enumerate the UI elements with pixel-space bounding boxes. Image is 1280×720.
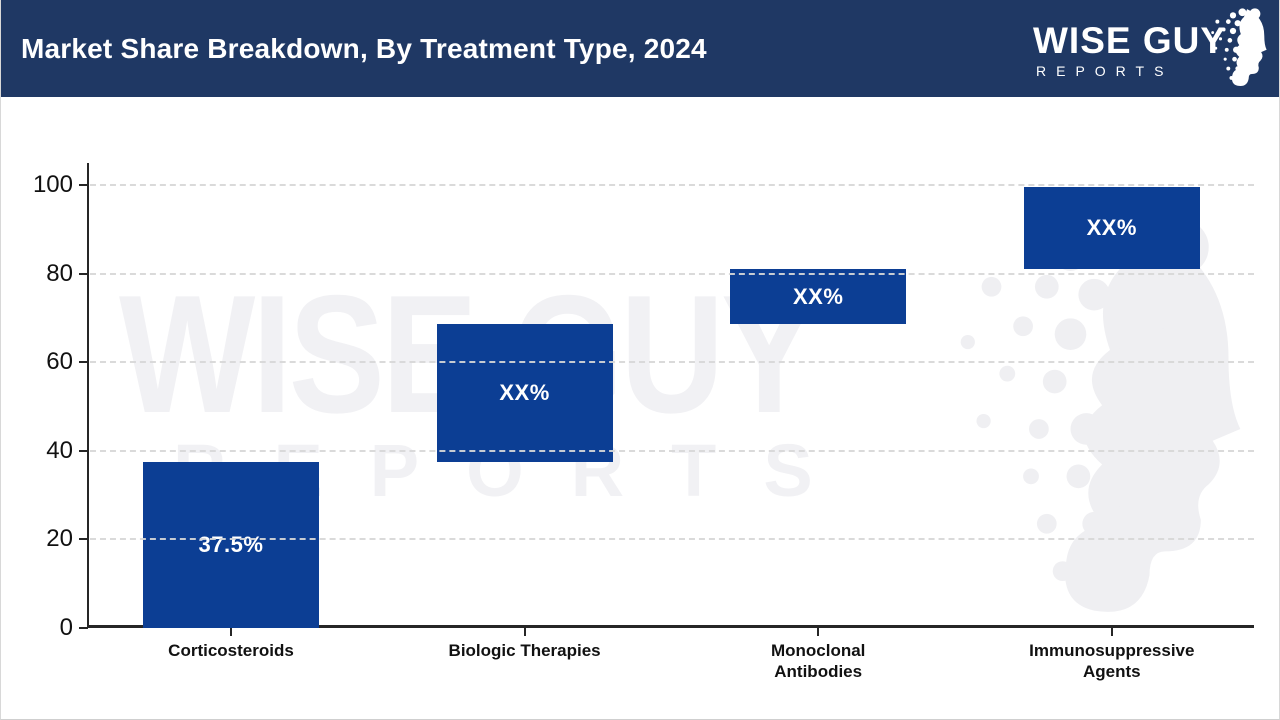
y-tick-label: 60 <box>46 348 73 375</box>
y-axis-line <box>87 163 89 627</box>
y-tick <box>79 538 88 540</box>
x-tick <box>1110 628 1113 636</box>
x-category-label: Corticosteroids <box>116 640 346 661</box>
bar-value-label: XX% <box>792 283 844 309</box>
x-tick <box>230 628 232 636</box>
y-tick-label: 100 <box>32 171 73 198</box>
logo-face-icon <box>1211 8 1267 86</box>
x-category-label-line: Monoclonal <box>770 641 866 660</box>
gridline <box>90 538 1254 540</box>
bar-value-label: 37.5% <box>198 531 264 557</box>
y-tick <box>79 449 88 452</box>
gridline <box>90 449 1254 452</box>
header-bar: Market Share Breakdown, By Treatment Typ… <box>1 0 1279 97</box>
bar-value-label: XX% <box>499 379 550 405</box>
bar: 37.5% <box>143 461 319 628</box>
x-category-label-line: Biologic Therapies <box>448 641 601 660</box>
bar: XX% <box>436 324 613 462</box>
bar-value-label: XX% <box>1086 215 1137 241</box>
brand-logo: WISE GUY REPORTS <box>1005 6 1273 92</box>
x-category-label: Monoclonal Antibodies <box>703 640 933 682</box>
brand-name: WISE GUY <box>1033 20 1227 61</box>
y-tick-label: 20 <box>46 525 73 552</box>
x-category-label-line: Immunosuppressive <box>1029 641 1195 660</box>
gridline <box>90 361 1254 363</box>
watermark-face-icon <box>960 219 1241 612</box>
gridline <box>90 184 1254 186</box>
x-category-label: Biologic Therapies <box>410 640 640 661</box>
y-tick-label: 40 <box>46 436 73 464</box>
x-category-label-line: Corticosteroids <box>168 641 294 660</box>
x-category-label-line: Antibodies <box>774 662 863 681</box>
y-tick-label: 0 <box>59 613 73 641</box>
y-tick <box>79 626 88 629</box>
y-tick <box>79 361 88 363</box>
brand-logo-text: WISE GUY REPORTS <box>1033 20 1227 80</box>
x-tick <box>817 628 820 636</box>
x-tick <box>523 628 526 636</box>
x-category-label-line: Agents <box>1082 662 1141 681</box>
x-axis-line <box>87 625 1254 628</box>
gridline <box>90 272 1254 275</box>
bar: XX% <box>1023 187 1200 270</box>
x-category-label: Immunosuppressive Agents <box>997 640 1227 682</box>
y-tick <box>79 184 88 186</box>
brand-subname: REPORTS <box>1036 63 1174 79</box>
bar: XX% <box>730 269 907 325</box>
chart-area: WISE GUY REPORTS 0 20 40 60 80 100 37.5% XX% XX… <box>1 97 1279 719</box>
page-title: Market Share Breakdown, By Treatment Typ… <box>21 32 707 64</box>
y-tick-label: 80 <box>46 259 73 287</box>
y-tick <box>79 272 88 275</box>
